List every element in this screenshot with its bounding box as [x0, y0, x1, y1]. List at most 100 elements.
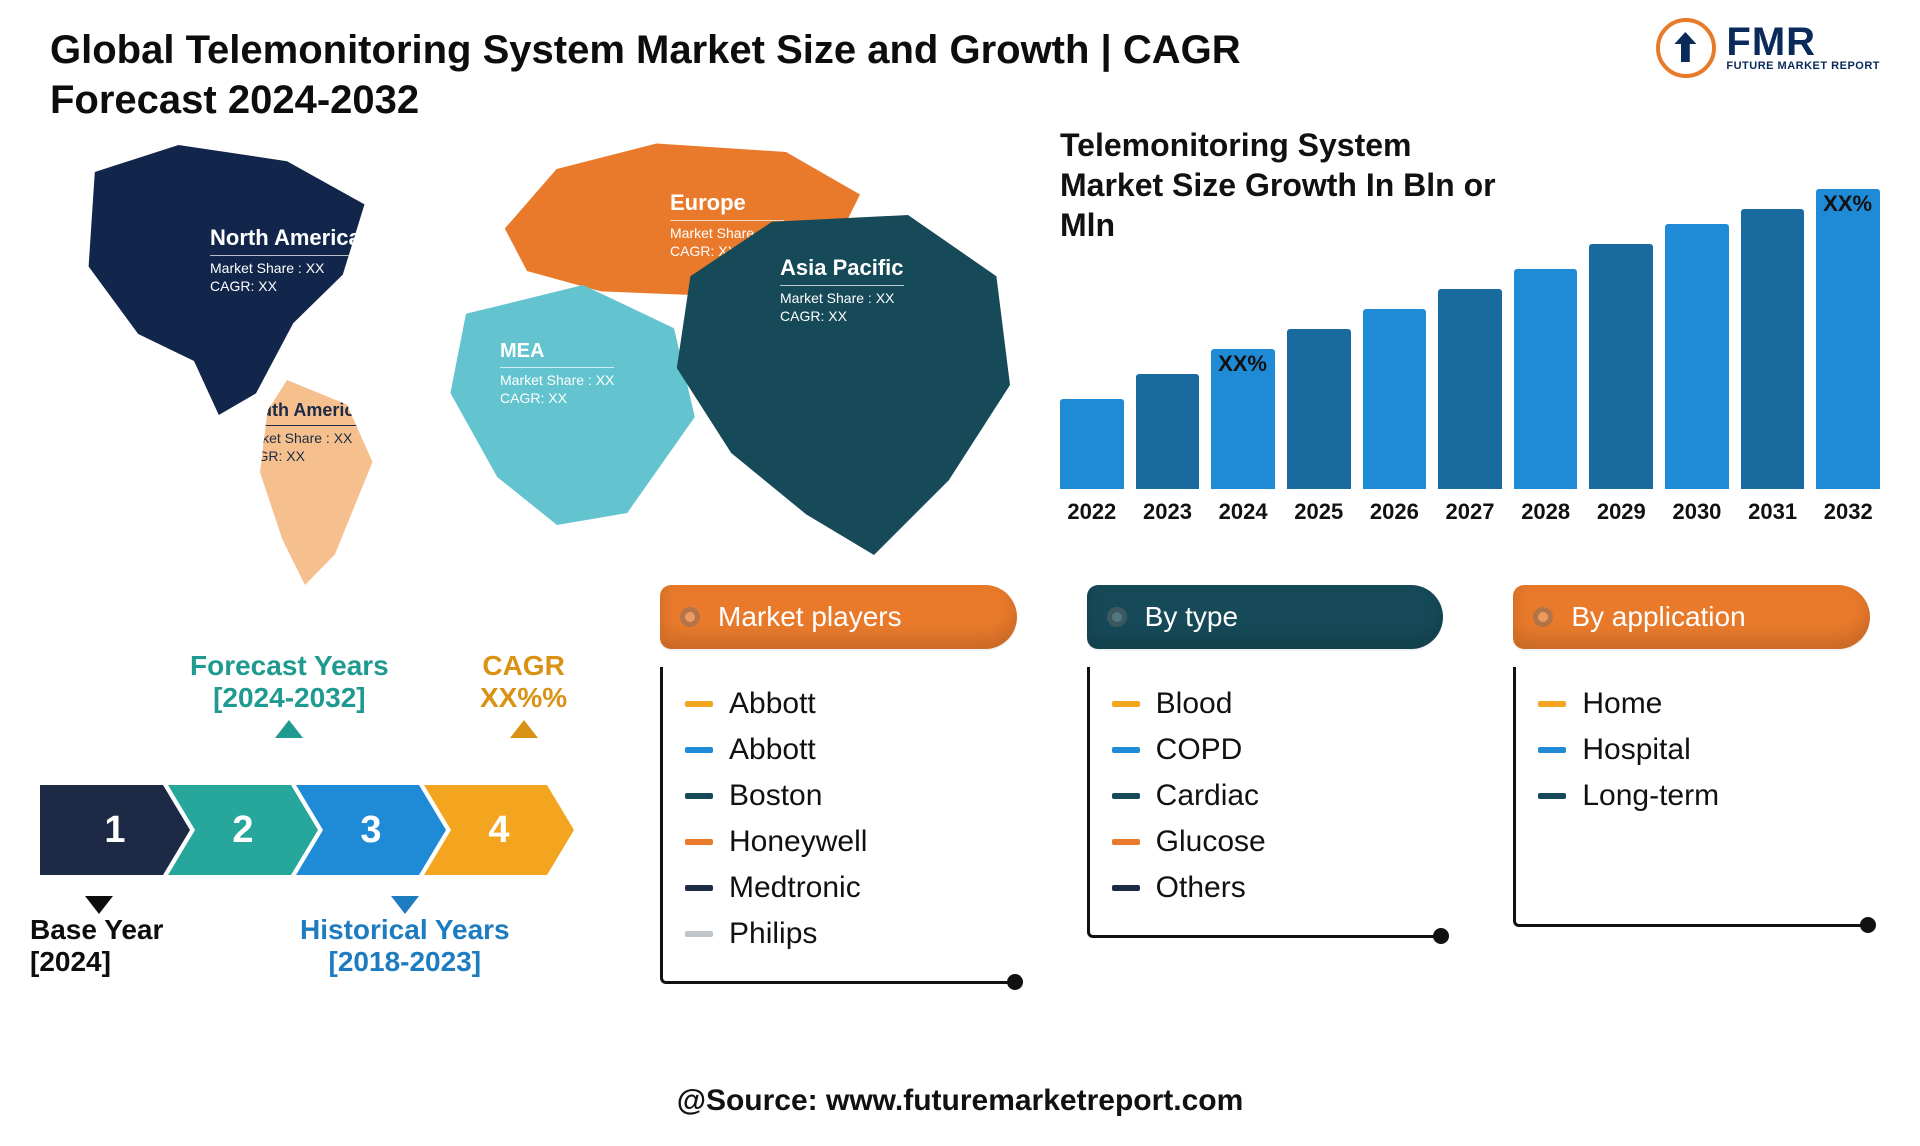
header: Global Telemonitoring System Market Size…: [50, 25, 1680, 125]
list-item-label: Cardiac: [1156, 779, 1259, 813]
category-by-application: By applicationHomeHospitalLong-term: [1513, 585, 1870, 984]
list-item: Others: [1112, 865, 1434, 911]
chart-bars: 2022202320242025202620272028202920302031…: [1060, 225, 1880, 525]
category-list: Abbott Abbott Boston Honeywell Medtronic Phil…: [660, 667, 1017, 984]
timeline: Forecast Years [2024-2032] CAGR XX%% 123…: [40, 595, 620, 1015]
list-item-label: Philips: [729, 917, 817, 951]
bar-rect: [1665, 224, 1729, 489]
bar-2027: 2027: [1438, 289, 1502, 525]
bar-year-label: 2025: [1294, 499, 1343, 525]
list-item-label: Honeywell: [729, 825, 867, 859]
bullet-dash: [1112, 701, 1140, 707]
list-item-label: Others: [1156, 871, 1246, 905]
region-share: Market Share : XXCAGR: XX: [210, 255, 361, 295]
logo-main: FMR: [1726, 24, 1880, 60]
bar-year-label: 2022: [1067, 499, 1116, 525]
list-item: Home: [1538, 681, 1860, 727]
bullet-dash: [1538, 701, 1566, 707]
bar-2022: 2022: [1060, 399, 1124, 525]
chevron-step-3: 3: [296, 785, 446, 875]
region-name: Europe: [670, 190, 784, 216]
region-mea: MEA Market Share : XXCAGR: XX: [440, 285, 700, 525]
list-item: Cardiac: [1112, 773, 1434, 819]
region-name: Asia Pacific: [780, 255, 904, 281]
region-south-america: South America Market Share : XXCAGR: XX: [230, 380, 380, 585]
bullet-dash: [685, 701, 713, 707]
region-share: Market Share : XXCAGR: XX: [780, 285, 904, 325]
category-pill: By type: [1087, 585, 1444, 649]
list-item: Philips: [685, 911, 1007, 957]
callout-base: Base Year [2024]: [30, 890, 163, 978]
logo-sub: FUTURE MARKET REPORT: [1726, 60, 1880, 72]
category-columns: Market players Abbott Abbott Boston Honeywel…: [660, 585, 1870, 984]
bullet-dash: [685, 885, 713, 891]
bar-2030: 2030: [1665, 224, 1729, 525]
bar-2023: 2023: [1136, 374, 1200, 525]
bar-2031: 2031: [1741, 209, 1805, 525]
bullet-dash: [685, 839, 713, 845]
chevron-step-1: 1: [40, 785, 190, 875]
bar-year-label: 2029: [1597, 499, 1646, 525]
bar-rect: [1136, 374, 1200, 489]
hist-sub: [2018-2023]: [300, 946, 510, 978]
category-list: HomeHospitalLong-term: [1513, 667, 1870, 927]
chevron-step-2: 2: [168, 785, 318, 875]
list-item-label: Home: [1582, 687, 1662, 721]
list-item-label: Boston: [729, 779, 822, 813]
bullet-dash: [1112, 839, 1140, 845]
bar-rect: [1514, 269, 1578, 489]
bar-2025: 2025: [1287, 329, 1351, 525]
region-asia-pacific: Asia Pacific Market Share : XXCAGR: XX: [670, 215, 1010, 555]
forecast-sub: [2024-2032]: [190, 682, 389, 714]
bar-rect: [1060, 399, 1124, 489]
bullet-dash: [1112, 793, 1140, 799]
page-title: Global Telemonitoring System Market Size…: [50, 25, 1400, 125]
list-item: Glucose: [1112, 819, 1434, 865]
category-by-type: By type Blood COPD Cardiac Glucose Others: [1087, 585, 1444, 984]
category-pill: By application: [1513, 585, 1870, 649]
category-list: Blood COPD Cardiac Glucose Others: [1087, 667, 1444, 938]
world-map: North America Market Share : XXCAGR: XXS…: [70, 145, 990, 575]
growth-chart: Telemonitoring System Market Size Growth…: [1060, 125, 1880, 565]
list-item: Abbott: [685, 681, 1007, 727]
source-line: @Source: www.futuremarketreport.com: [0, 1084, 1920, 1118]
list-item: Honeywell: [685, 819, 1007, 865]
region-share: Market Share : XXCAGR: XX: [238, 425, 364, 465]
bullet-dash: [1112, 885, 1140, 891]
bullet-dash: [1112, 747, 1140, 753]
callout-cagr: CAGR XX%%: [480, 650, 567, 738]
bullet-dash: [685, 931, 713, 937]
bar-year-label: 2026: [1370, 499, 1419, 525]
bar-year-label: 2023: [1143, 499, 1192, 525]
bar-year-label: 2032: [1824, 499, 1873, 525]
category-pill: Market players: [660, 585, 1017, 649]
bar-rect: [1438, 289, 1502, 489]
region-north-america: North America Market Share : XXCAGR: XX: [70, 145, 380, 415]
list-item-label: Medtronic: [729, 871, 861, 905]
bar-2029: 2029: [1589, 244, 1653, 525]
list-item-label: Abbott: [729, 687, 816, 721]
bar-rect: [1287, 329, 1351, 489]
chevron-strip: 1234: [40, 785, 574, 875]
bar-rect: [1363, 309, 1427, 489]
list-item: COPD: [1112, 727, 1434, 773]
list-item-label: Hospital: [1582, 733, 1690, 767]
list-item: Abbott: [685, 727, 1007, 773]
region-share: Market Share : XXCAGR: XX: [500, 367, 614, 407]
list-item: Medtronic: [685, 865, 1007, 911]
list-item: Hospital: [1538, 727, 1860, 773]
list-item: Blood: [1112, 681, 1434, 727]
bar-rect: [1589, 244, 1653, 489]
list-item: Boston: [685, 773, 1007, 819]
list-item-label: Blood: [1156, 687, 1233, 721]
region-name: North America: [210, 225, 361, 251]
bullet-dash: [1538, 793, 1566, 799]
bar-rect: [1741, 209, 1805, 489]
bar-year-label: 2027: [1446, 499, 1495, 525]
bullet-dash: [1538, 747, 1566, 753]
callout-hist: Historical Years [2018-2023]: [300, 890, 510, 978]
logo-icon: [1656, 18, 1716, 78]
bar-2032: 2032: [1816, 189, 1880, 525]
bar-year-label: 2031: [1748, 499, 1797, 525]
pct-label: XX%: [1218, 351, 1267, 377]
